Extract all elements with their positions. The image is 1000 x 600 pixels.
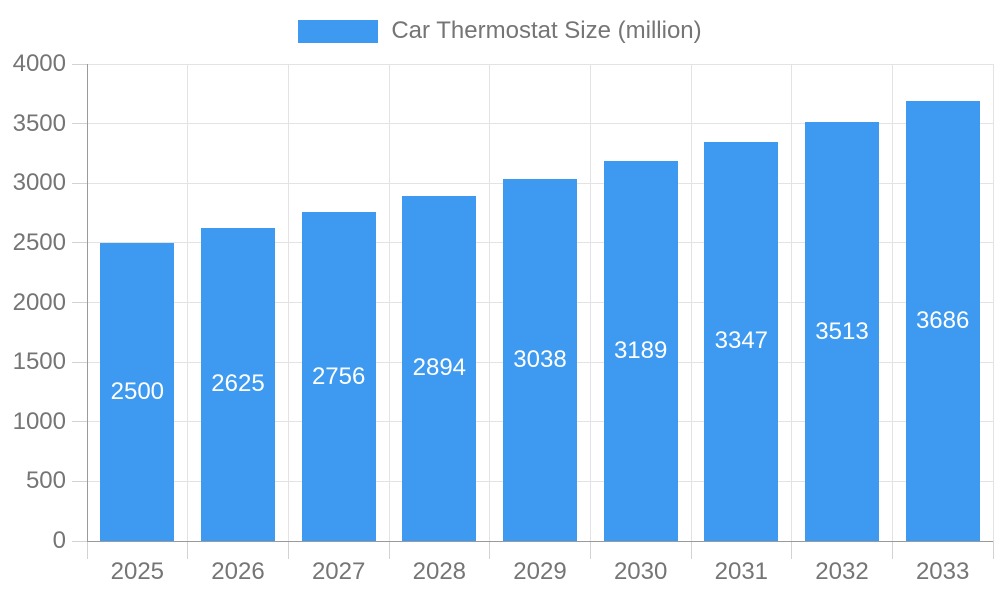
v-gridline bbox=[690, 64, 692, 541]
v-gridline bbox=[287, 64, 289, 541]
bar-value-label: 3686 bbox=[915, 307, 970, 335]
bar: 2894 bbox=[402, 195, 477, 541]
y-tick-label: 3000 bbox=[12, 169, 66, 197]
bar-value-label: 3189 bbox=[613, 336, 668, 364]
bar: 3686 bbox=[905, 101, 980, 541]
legend-swatch bbox=[298, 19, 379, 43]
bar-value-label: 3513 bbox=[815, 317, 869, 345]
bar-value-label: 2894 bbox=[412, 354, 467, 382]
x-tick-label: 2032 bbox=[815, 558, 869, 585]
y-tick bbox=[72, 421, 87, 423]
h-gridline bbox=[87, 63, 993, 65]
v-gridline bbox=[992, 64, 994, 541]
x-tick bbox=[589, 541, 591, 559]
y-tick-label: 4000 bbox=[12, 50, 66, 77]
bar: 3038 bbox=[503, 178, 577, 541]
y-tick bbox=[72, 242, 87, 244]
y-tick-label: 2000 bbox=[12, 288, 66, 316]
y-tick bbox=[72, 182, 87, 184]
x-tick-label: 2026 bbox=[211, 558, 265, 585]
x-tick-label: 2033 bbox=[915, 558, 970, 585]
legend-label: Car Thermostat Size (million) bbox=[391, 17, 702, 44]
bar-value-label: 3038 bbox=[513, 345, 567, 373]
plot-area: 0 500 1000 1500 2000 2500 3000 3500 4000 2025 2500… bbox=[13, 50, 994, 585]
x-tick bbox=[690, 541, 692, 559]
x-tick-label: 2028 bbox=[412, 558, 467, 585]
y-tick bbox=[72, 480, 87, 482]
chart-legend[interactable]: Car Thermostat Size (million) bbox=[0, 17, 1000, 45]
y-tick-label: 0 bbox=[52, 527, 66, 554]
bar-value-label: 2625 bbox=[211, 370, 265, 398]
v-gridline bbox=[489, 64, 491, 541]
h-gridline bbox=[87, 123, 993, 125]
y-tick bbox=[72, 63, 87, 65]
x-tick-label: 2030 bbox=[613, 558, 668, 585]
bar: 2625 bbox=[201, 227, 275, 541]
y-axis-line bbox=[87, 64, 88, 541]
y-tick bbox=[72, 123, 87, 125]
x-tick bbox=[992, 541, 994, 559]
x-tick-label: 2027 bbox=[311, 558, 366, 585]
bar-value-label: 3347 bbox=[714, 327, 769, 355]
bar: 2756 bbox=[301, 212, 376, 541]
bar-value-label: 2756 bbox=[311, 362, 366, 390]
v-gridline bbox=[388, 64, 390, 541]
x-tick bbox=[891, 541, 893, 559]
x-tick bbox=[187, 541, 189, 559]
y-tick-label: 3500 bbox=[12, 109, 66, 137]
y-tick bbox=[72, 540, 87, 542]
x-tick-label: 2025 bbox=[110, 558, 165, 585]
bar-value-label: 2500 bbox=[110, 377, 165, 405]
y-tick bbox=[72, 302, 87, 303]
x-tick bbox=[489, 541, 491, 559]
v-gridline bbox=[187, 64, 189, 541]
x-tick bbox=[388, 541, 390, 559]
x-axis-line bbox=[87, 541, 993, 542]
v-gridline bbox=[791, 64, 793, 541]
bar: 3189 bbox=[603, 160, 678, 541]
y-tick-label: 2500 bbox=[12, 228, 66, 256]
v-gridline bbox=[589, 64, 591, 541]
y-tick-label: 1500 bbox=[12, 348, 66, 376]
y-tick-label: 500 bbox=[25, 467, 66, 495]
v-gridline bbox=[891, 64, 893, 541]
x-tick bbox=[791, 541, 793, 559]
bar: 3347 bbox=[704, 141, 779, 541]
x-tick bbox=[86, 541, 88, 559]
x-tick-label: 2029 bbox=[513, 558, 567, 585]
x-tick-label: 2031 bbox=[714, 558, 769, 585]
y-tick-label: 1000 bbox=[12, 407, 66, 435]
x-tick bbox=[287, 541, 289, 559]
bar: 2500 bbox=[100, 242, 175, 541]
bar: 3513 bbox=[805, 122, 879, 541]
y-tick bbox=[72, 361, 87, 363]
